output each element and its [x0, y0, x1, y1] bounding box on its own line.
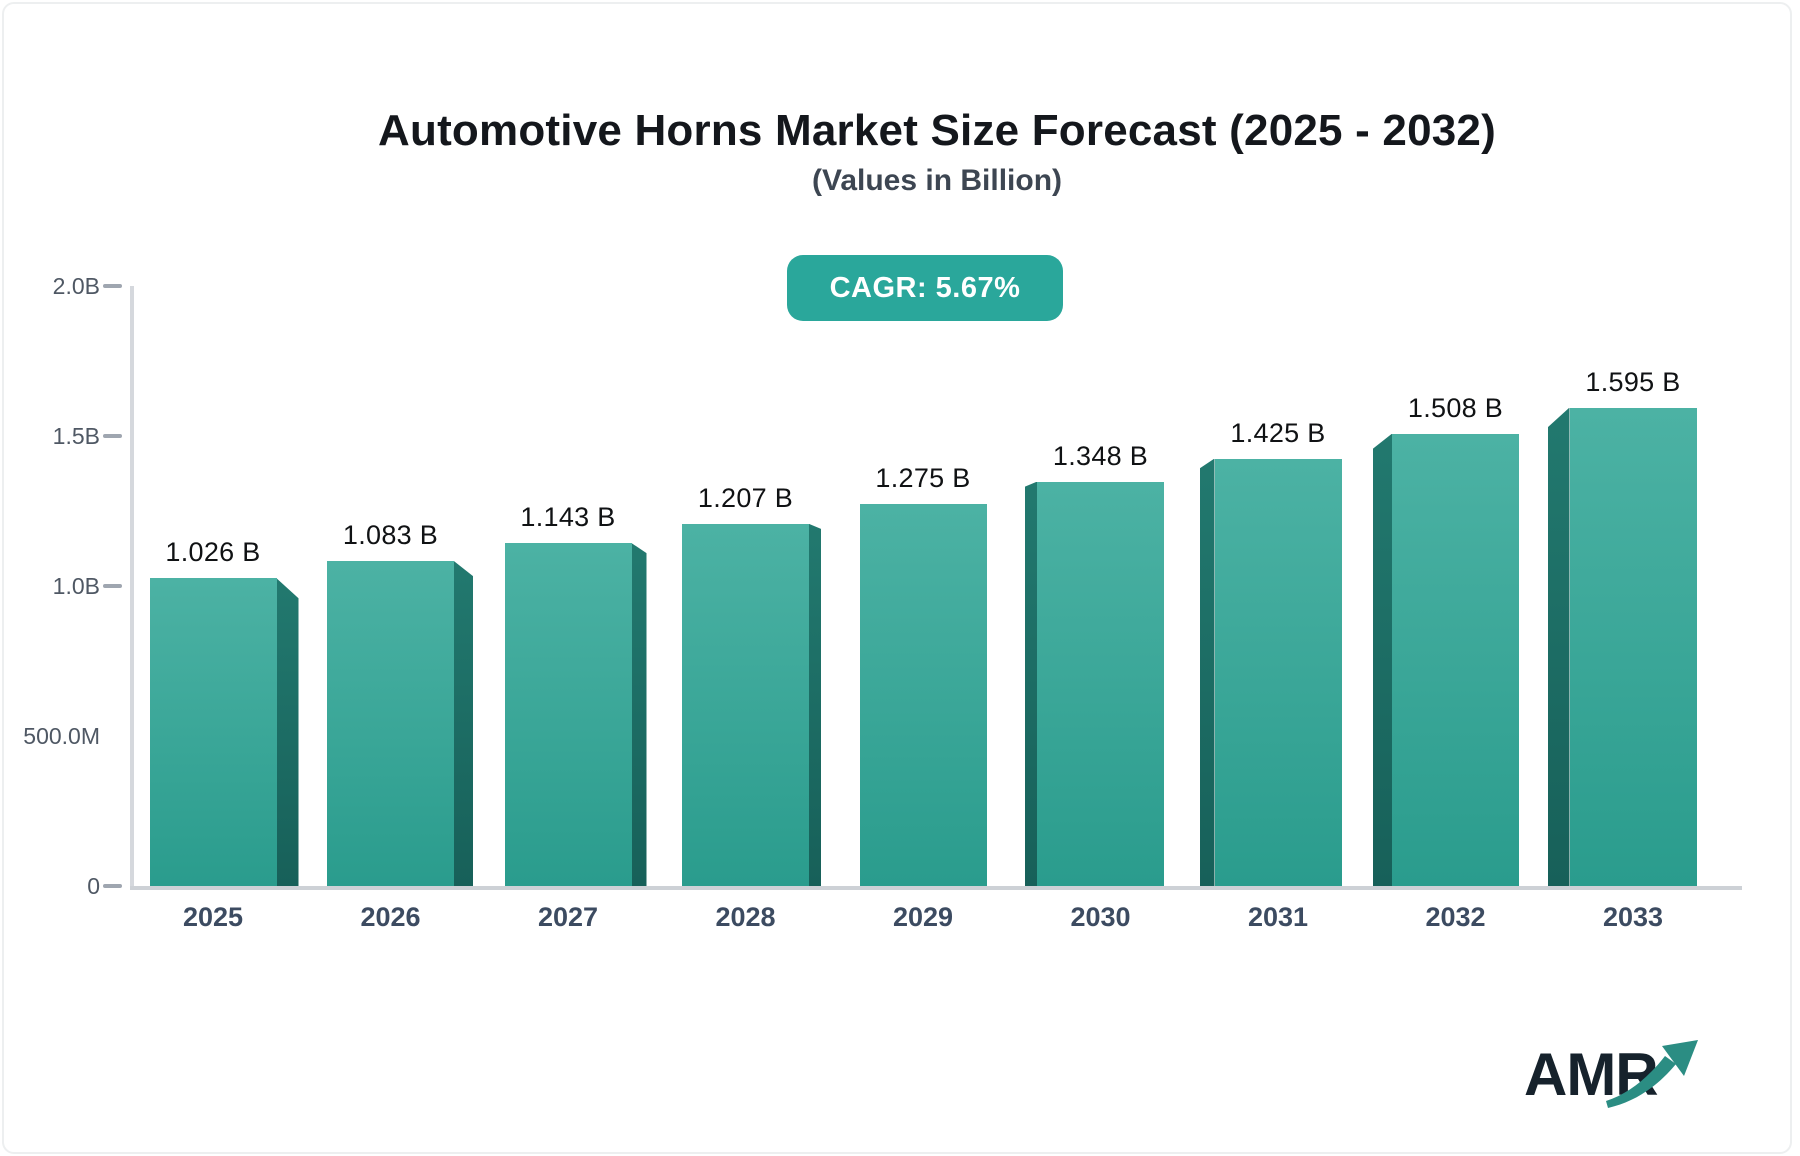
x-axis-label-2030: 2030 — [1070, 902, 1131, 932]
x-axis-label-2028: 2028 — [715, 902, 776, 932]
x-axis-label-2032: 2032 — [1425, 902, 1486, 932]
cagr-badge: CAGR: 5.67% — [787, 255, 1063, 321]
x-axis-label-2033: 2033 — [1602, 902, 1664, 932]
bar-value-label: 1.207 B — [697, 482, 794, 513]
bar-side-face — [276, 578, 299, 886]
x-axis-label-2026: 2026 — [360, 902, 421, 932]
bar-value-label: 1.425 B — [1230, 417, 1326, 448]
x-axis-baseline — [130, 886, 1742, 890]
bar-value-label: 1.143 B — [520, 502, 616, 533]
y-axis-tick-label: 500.0M — [23, 723, 100, 749]
y-axis-tick-dash — [103, 434, 122, 438]
bar-2032[interactable] — [1392, 433, 1519, 886]
bar-value-label: 1.026 B — [165, 537, 261, 568]
amr-logo-text: AMR — [1524, 1041, 1658, 1108]
y-axis-tick-label: 1.0B — [52, 573, 100, 599]
bar-2029[interactable] — [859, 503, 987, 886]
bar-value-label: 1.083 B — [342, 520, 439, 551]
bar-2028[interactable] — [682, 523, 809, 886]
y-axis-line — [130, 286, 134, 886]
bar-2025[interactable] — [149, 578, 277, 886]
bar-side-face — [1547, 407, 1570, 886]
x-axis-label-2031: 2031 — [1247, 902, 1309, 932]
growth-arrow-icon — [1606, 1040, 1698, 1108]
bar-side-face — [1373, 433, 1392, 886]
x-axis-label-2029: 2029 — [892, 902, 954, 932]
amr-logo: AMR — [1524, 1032, 1714, 1118]
bar-side-face — [1025, 481, 1037, 886]
y-axis-tick-label: 0 — [87, 873, 100, 899]
bar-side-face — [631, 543, 647, 886]
chart-subtitle: (Values in Billion) — [811, 164, 1063, 197]
x-axis-label-2025: 2025 — [182, 902, 244, 932]
bar-value-label: 1.508 B — [1407, 392, 1504, 423]
y-axis-tick-label: 2.0B — [52, 273, 100, 299]
bar-2027[interactable] — [504, 543, 632, 886]
bar-2031[interactable] — [1214, 458, 1342, 886]
y-axis-tick-dash — [103, 284, 122, 288]
bar-side-face — [454, 561, 473, 886]
y-axis-tick-dash — [103, 584, 122, 588]
y-axis-tick-label: 1.5B — [52, 423, 100, 449]
bar-2033[interactable] — [1569, 407, 1697, 886]
chart-title: Automotive Horns Market Size Forecast (2… — [378, 106, 1496, 155]
bar-value-label: 1.595 B — [1585, 366, 1681, 397]
bar-value-label: 1.275 B — [875, 462, 971, 493]
bar-2030[interactable] — [1037, 481, 1164, 886]
bar-side-face — [1199, 458, 1215, 886]
bar-side-face — [809, 523, 821, 886]
bar-value-label: 1.348 B — [1052, 440, 1149, 471]
bar-2026[interactable] — [327, 561, 454, 886]
x-axis-label-2027: 2027 — [537, 902, 599, 932]
y-axis-tick-dash — [103, 884, 122, 888]
